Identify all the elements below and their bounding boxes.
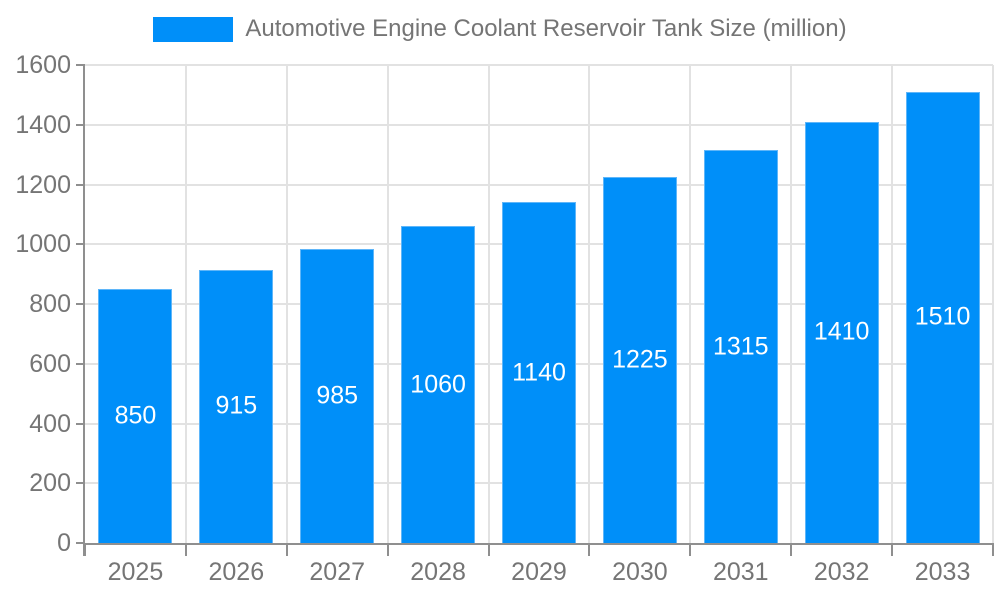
y-axis-tick-label: 1000 bbox=[15, 230, 71, 259]
bar-value-label: 1510 bbox=[914, 302, 971, 331]
bar-value-label: 1315 bbox=[712, 332, 769, 361]
gridline-vertical bbox=[992, 65, 994, 543]
gridline-vertical bbox=[184, 65, 187, 543]
gridline-vertical bbox=[386, 65, 389, 543]
y-axis-tick bbox=[76, 243, 85, 246]
bar bbox=[804, 121, 879, 543]
x-axis-tick-label: 2031 bbox=[712, 558, 769, 586]
x-axis-line bbox=[83, 543, 993, 545]
y-axis-tick-label: 200 bbox=[29, 469, 71, 498]
x-axis-tick-label: 2029 bbox=[511, 558, 567, 586]
gridline-horizontal bbox=[85, 183, 993, 186]
y-axis-tick bbox=[76, 64, 85, 66]
y-axis-tick-label: 0 bbox=[57, 529, 71, 557]
bar bbox=[199, 269, 274, 543]
chart-legend: Automotive Engine Coolant Reservoir Tank… bbox=[0, 14, 1000, 44]
gridline-horizontal bbox=[85, 123, 993, 126]
x-axis-tick bbox=[184, 543, 187, 556]
x-axis-tick bbox=[689, 543, 692, 556]
gridline-vertical bbox=[790, 65, 793, 543]
x-axis-tick bbox=[386, 543, 389, 556]
y-axis-tick-label: 1400 bbox=[15, 110, 71, 139]
bar bbox=[300, 248, 375, 543]
y-axis-tick bbox=[76, 303, 85, 305]
x-axis-tick bbox=[588, 543, 591, 556]
bar-value-label: 1140 bbox=[512, 358, 566, 387]
legend-item-tank-size[interactable]: Automotive Engine Coolant Reservoir Tank… bbox=[153, 14, 847, 44]
bar-value-label: 985 bbox=[316, 381, 359, 410]
bar bbox=[98, 289, 173, 543]
y-axis-tick bbox=[76, 362, 85, 365]
y-axis-tick bbox=[76, 482, 85, 485]
y-axis-tick bbox=[76, 422, 85, 425]
y-axis-tick-label: 800 bbox=[29, 290, 71, 318]
x-axis-tick-label: 2032 bbox=[813, 558, 870, 586]
bar bbox=[905, 91, 980, 543]
x-axis-tick-label: 2027 bbox=[309, 558, 366, 586]
bar-value-label: 850 bbox=[114, 401, 157, 430]
gridline-vertical bbox=[689, 65, 692, 543]
x-axis-tick-label: 2026 bbox=[208, 558, 265, 586]
bar-value-label: 1060 bbox=[410, 370, 466, 399]
gridline-vertical bbox=[487, 65, 490, 543]
x-axis-tick-label: 2025 bbox=[107, 558, 164, 586]
y-axis-tick-label: 400 bbox=[29, 409, 71, 438]
bar bbox=[703, 150, 778, 543]
gridline-vertical bbox=[588, 65, 591, 543]
bar-value-label: 1225 bbox=[612, 345, 668, 374]
x-axis-tick bbox=[487, 543, 490, 556]
x-axis-tick-label: 2028 bbox=[410, 558, 466, 586]
x-axis-tick bbox=[790, 543, 793, 556]
legend-label: Automotive Engine Coolant Reservoir Tank… bbox=[245, 15, 847, 42]
x-axis-tick bbox=[992, 543, 994, 556]
bar-value-label: 915 bbox=[215, 391, 258, 420]
bar bbox=[602, 177, 677, 543]
x-axis-tick-label: 2030 bbox=[612, 558, 668, 586]
bar bbox=[401, 226, 476, 543]
bar-value-label: 1410 bbox=[813, 317, 870, 346]
y-axis-tick-label: 600 bbox=[29, 349, 71, 378]
y-axis-line bbox=[83, 65, 85, 556]
x-axis-tick bbox=[285, 543, 288, 556]
bar bbox=[502, 202, 576, 543]
x-axis-tick-label: 2033 bbox=[914, 558, 971, 586]
y-axis-tick bbox=[76, 183, 85, 186]
y-axis-tick-label: 1200 bbox=[15, 170, 71, 199]
y-axis-tick bbox=[76, 542, 85, 544]
x-axis-tick bbox=[891, 543, 894, 556]
legend-swatch-icon bbox=[153, 16, 234, 42]
gridline-vertical bbox=[285, 65, 288, 543]
y-axis-tick bbox=[76, 123, 85, 126]
x-axis-tick bbox=[84, 543, 86, 556]
gridline-horizontal bbox=[85, 64, 993, 66]
gridline-vertical bbox=[891, 65, 894, 543]
y-axis-tick-label: 1600 bbox=[15, 51, 71, 79]
